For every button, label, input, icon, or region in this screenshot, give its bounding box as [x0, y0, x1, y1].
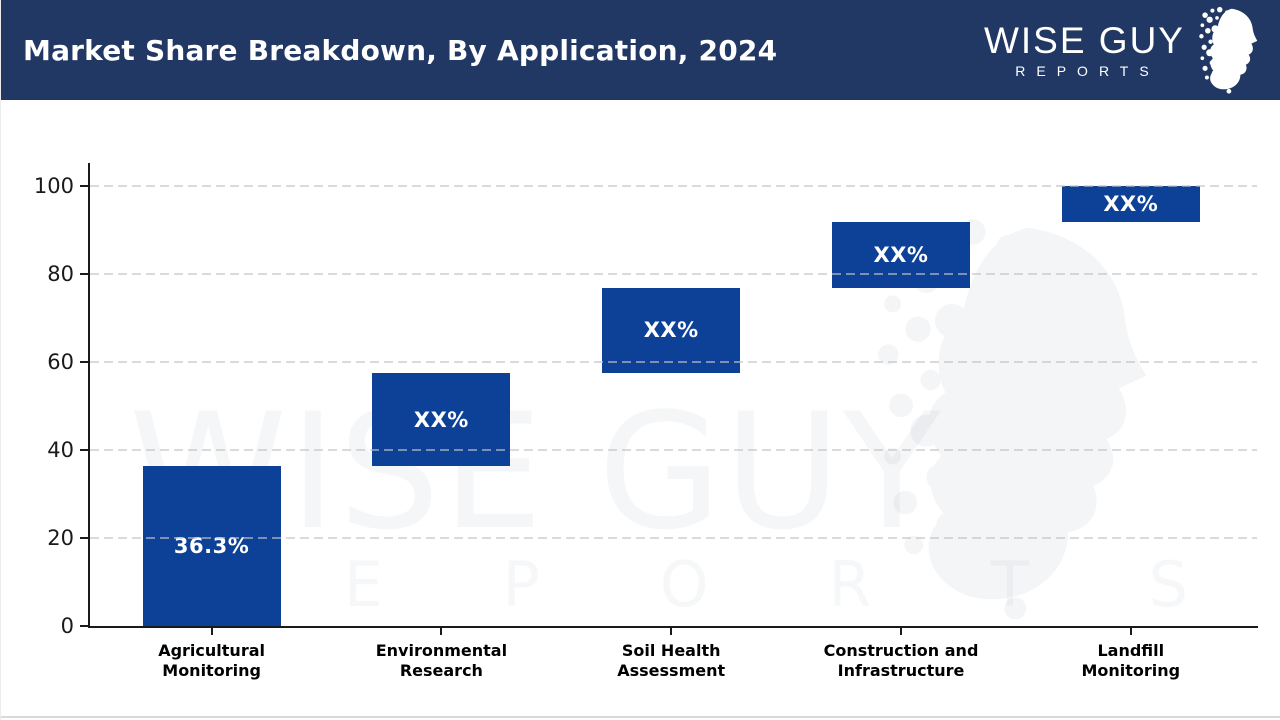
logo-title-text: WISE GUY	[983, 19, 1185, 61]
category-label: Construction and Infrastructure	[824, 641, 979, 681]
bar-value-label: XX%	[413, 407, 469, 432]
logo-subtitle-text: REPORTS	[1015, 62, 1160, 79]
gridline	[90, 449, 1257, 452]
x-tick-mark	[900, 628, 902, 635]
category-label: Landfill Monitoring	[1081, 641, 1180, 681]
y-tick-mark	[80, 625, 88, 627]
category-label: Agricultural Monitoring	[158, 641, 265, 681]
logo-wordmark: WISE GUY REPORTS	[983, 19, 1185, 79]
waterfall-chart: WISE GUY R E P O R T S 36.3% XX% XX% XX% XX%…	[1, 100, 1280, 720]
y-tick-label: 60	[47, 350, 74, 375]
category-label-line: Research	[399, 661, 483, 680]
category-label-line: Infrastructure	[837, 661, 965, 680]
x-tick-mark	[670, 628, 673, 635]
bar-segment: XX%	[602, 288, 741, 373]
y-tick-label: 0	[60, 614, 74, 638]
category-label-line: Agricultural	[158, 641, 265, 660]
face-logo-icon	[1189, 6, 1267, 94]
y-tick-mark	[80, 361, 88, 364]
y-tick-mark	[80, 185, 88, 188]
header-bar: Market Share Breakdown, By Application, …	[1, 0, 1280, 100]
gridline	[90, 361, 1257, 364]
y-tick-mark	[80, 449, 88, 452]
gridline	[90, 537, 1257, 540]
x-axis	[88, 626, 1258, 628]
category-label-line: Assessment	[617, 661, 726, 680]
x-tick-mark	[440, 628, 443, 635]
y-axis	[88, 163, 90, 628]
bar-segment: XX%	[832, 222, 970, 288]
watermark-text-2: R E P O R T S	[181, 548, 1238, 621]
bar-value-label: XX%	[643, 318, 699, 343]
bar-segment: XX%	[372, 372, 511, 467]
y-tick-label: 100	[33, 174, 74, 199]
x-tick-mark	[210, 628, 213, 635]
gridline	[90, 273, 1257, 276]
y-tick-mark	[80, 537, 88, 540]
bar-segment: XX%	[1061, 186, 1200, 223]
bottom-divider	[1, 716, 1280, 718]
y-tick-label: 40	[47, 438, 74, 463]
y-tick-label: 20	[47, 526, 74, 551]
category-label-line: Monitoring	[162, 661, 261, 680]
category-label: Environmental Research	[376, 641, 507, 681]
category-label-line: Soil Health	[621, 641, 721, 660]
y-tick-label: 80	[47, 262, 74, 287]
gridline	[90, 185, 1257, 188]
y-tick-mark	[80, 273, 88, 276]
bar-value-label: XX%	[1103, 192, 1159, 217]
x-tick-mark	[1129, 628, 1132, 635]
category-label-line: Landfill	[1097, 641, 1165, 660]
category-label-line: Monitoring	[1081, 661, 1181, 680]
category-label: Soil Health Assessment	[617, 641, 725, 681]
bar-segment: 36.3%	[142, 466, 281, 626]
bar-value-label: XX%	[873, 243, 929, 268]
wiseguy-logo: WISE GUY REPORTS	[984, 6, 1280, 94]
category-label-line: Environmental	[375, 641, 508, 660]
page-title: Market Share Breakdown, By Application, …	[23, 33, 778, 67]
category-label-line: Construction and	[823, 641, 979, 660]
